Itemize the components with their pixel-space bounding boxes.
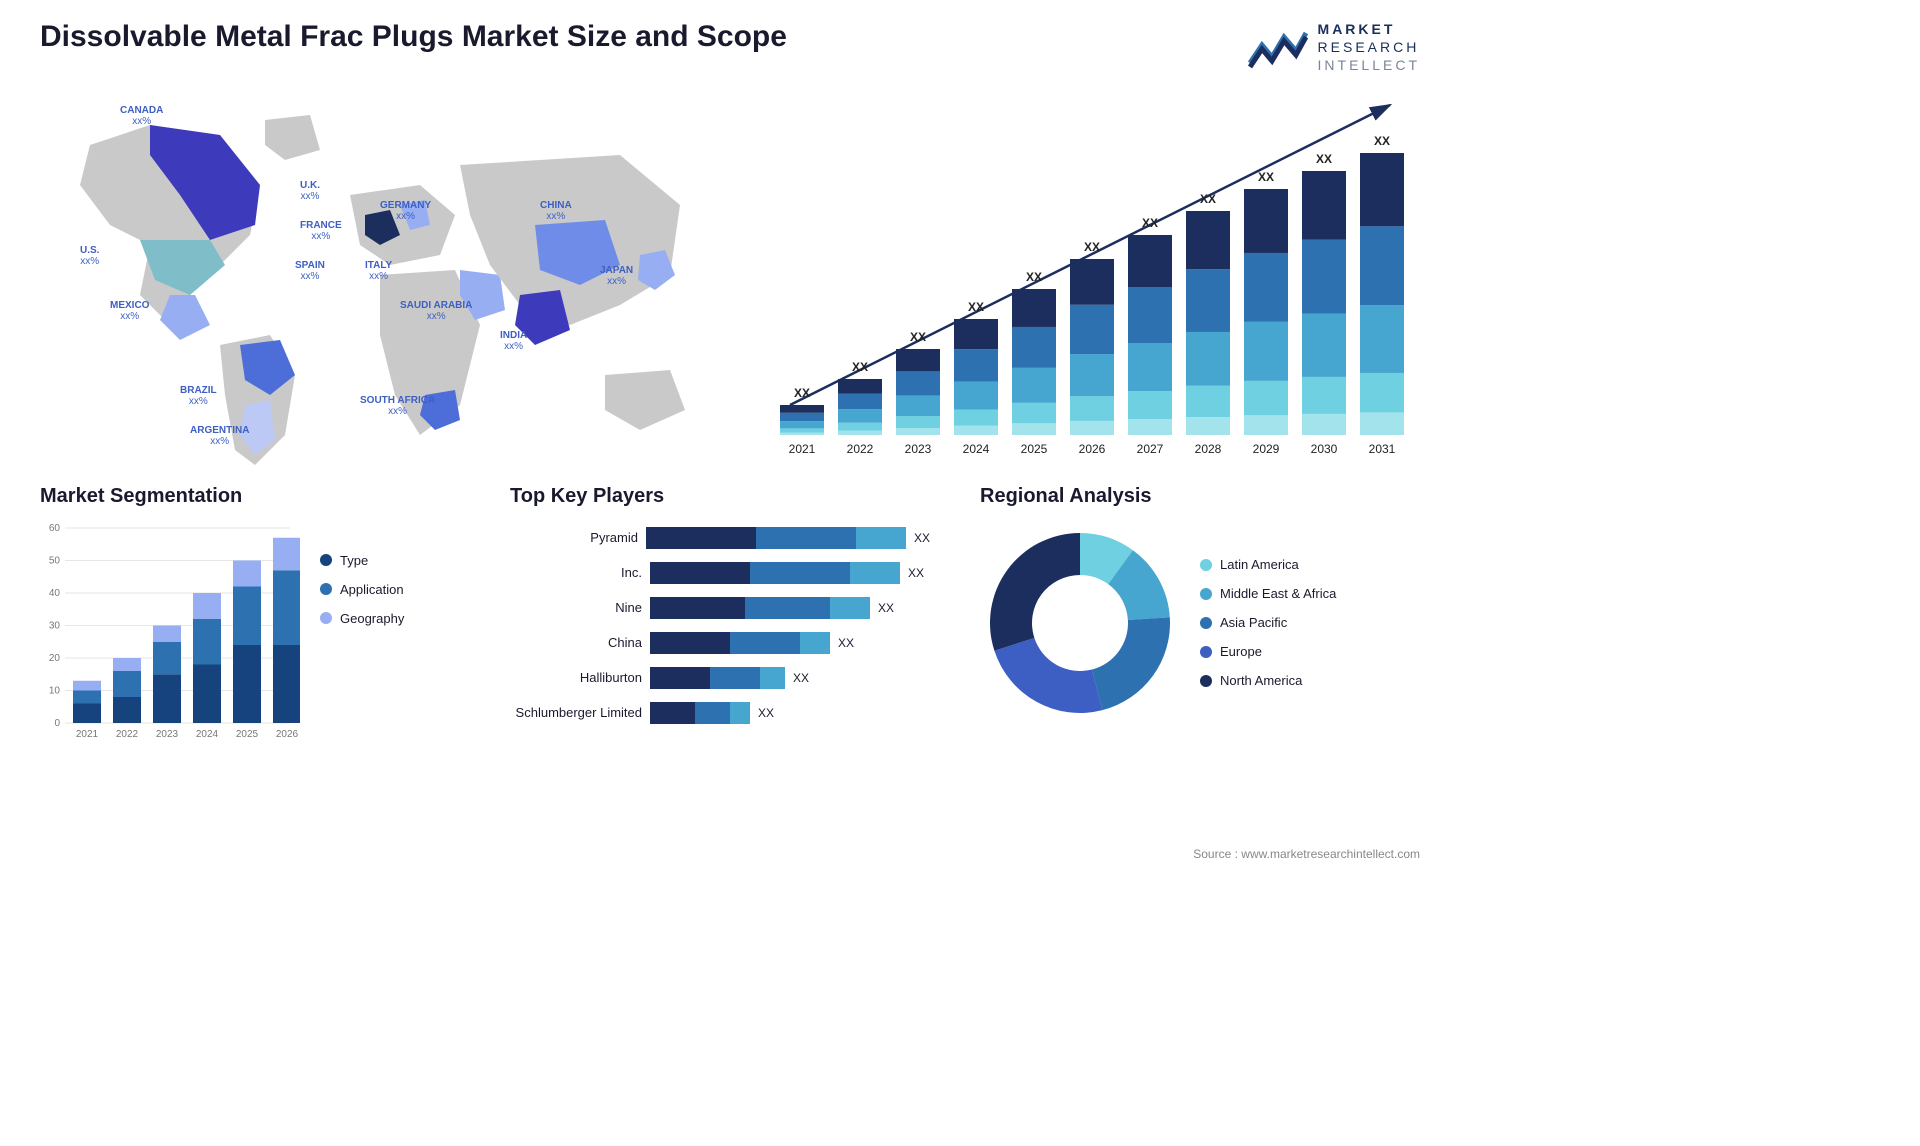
svg-text:2030: 2030 bbox=[1311, 442, 1338, 456]
regional-legend-item: Asia Pacific bbox=[1200, 615, 1336, 630]
regional-legend-item: North America bbox=[1200, 673, 1336, 688]
segmentation-legend-item: Geography bbox=[320, 611, 404, 626]
svg-text:2023: 2023 bbox=[905, 442, 932, 456]
player-row: Pyramid XX bbox=[510, 523, 930, 553]
map-label-saudiarabia: SAUDI ARABIAxx% bbox=[400, 300, 472, 322]
segmentation-title: Market Segmentation bbox=[40, 485, 480, 508]
player-name: Inc. bbox=[510, 565, 650, 580]
player-row: Halliburton XX bbox=[510, 663, 930, 693]
regional-legend-item: Latin America bbox=[1200, 557, 1336, 572]
logo-text-3: INTELLECT bbox=[1318, 56, 1420, 74]
page-title: Dissolvable Metal Frac Plugs Market Size… bbox=[40, 20, 787, 54]
player-value: XX bbox=[838, 636, 854, 650]
map-label-spain: SPAINxx% bbox=[295, 260, 325, 282]
forecast-svg: XX 2021 XX 2022 XX 2023 XX 2024 XX 2025 XX 2026 XX 20… bbox=[770, 95, 1420, 475]
svg-text:2021: 2021 bbox=[76, 729, 99, 740]
svg-text:2026: 2026 bbox=[276, 729, 299, 740]
map-label-france: FRANCExx% bbox=[300, 220, 342, 242]
map-label-germany: GERMANYxx% bbox=[380, 200, 431, 222]
svg-text:40: 40 bbox=[49, 588, 61, 599]
player-value: XX bbox=[914, 531, 930, 545]
player-row: China XX bbox=[510, 628, 930, 658]
player-value: XX bbox=[878, 601, 894, 615]
svg-text:2027: 2027 bbox=[1137, 442, 1164, 456]
player-row: Schlumberger Limited XX bbox=[510, 698, 930, 728]
svg-text:XX: XX bbox=[1316, 152, 1332, 166]
player-value: XX bbox=[908, 566, 924, 580]
svg-text:XX: XX bbox=[1142, 216, 1158, 230]
svg-text:2022: 2022 bbox=[116, 729, 139, 740]
regional-legend-item: Europe bbox=[1200, 644, 1336, 659]
brand-logo: MARKET RESEARCH INTELLECT bbox=[1248, 20, 1420, 75]
logo-text-1: MARKET bbox=[1318, 20, 1420, 38]
map-label-japan: JAPANxx% bbox=[600, 265, 633, 287]
player-name: China bbox=[510, 635, 650, 650]
player-row: Inc. XX bbox=[510, 558, 930, 588]
regional-legend: Latin America Middle East & Africa Asia Pa… bbox=[1200, 557, 1336, 688]
svg-text:2025: 2025 bbox=[236, 729, 259, 740]
svg-text:2024: 2024 bbox=[196, 729, 219, 740]
source-attribution: Source : www.marketresearchintellect.com bbox=[1193, 847, 1420, 861]
svg-text:XX: XX bbox=[852, 360, 868, 374]
map-label-southafrica: SOUTH AFRICAxx% bbox=[360, 395, 435, 417]
svg-text:XX: XX bbox=[968, 300, 984, 314]
map-label-italy: ITALYxx% bbox=[365, 260, 392, 282]
svg-text:0: 0 bbox=[54, 718, 60, 729]
map-label-uk: U.K.xx% bbox=[300, 180, 320, 202]
svg-text:2025: 2025 bbox=[1021, 442, 1048, 456]
svg-text:XX: XX bbox=[1084, 240, 1100, 254]
map-label-argentina: ARGENTINAxx% bbox=[190, 425, 249, 447]
svg-text:2021: 2021 bbox=[789, 442, 816, 456]
player-row: Nine XX bbox=[510, 593, 930, 623]
map-label-china: CHINAxx% bbox=[540, 200, 572, 222]
svg-text:2031: 2031 bbox=[1369, 442, 1396, 456]
svg-text:XX: XX bbox=[1258, 170, 1274, 184]
svg-text:2026: 2026 bbox=[1079, 442, 1106, 456]
world-map: CANADAxx% U.S.xx% MEXICOxx% BRAZILxx% ARGENT… bbox=[40, 95, 740, 475]
svg-text:10: 10 bbox=[49, 685, 61, 696]
player-value: XX bbox=[793, 671, 809, 685]
players-title: Top Key Players bbox=[510, 485, 950, 508]
svg-text:XX: XX bbox=[1374, 134, 1390, 148]
svg-text:50: 50 bbox=[49, 555, 61, 566]
svg-text:XX: XX bbox=[910, 330, 926, 344]
segmentation-panel: Market Segmentation 0 10 20 30 40 50 60 2021 202… bbox=[40, 485, 480, 743]
regional-donut bbox=[980, 523, 1180, 723]
segmentation-chart: 0 10 20 30 40 50 60 2021 2022 2023 2024 2025 2026 bbox=[40, 523, 300, 743]
logo-text-2: RESEARCH bbox=[1318, 38, 1420, 56]
map-label-canada: CANADAxx% bbox=[120, 105, 163, 127]
logo-icon bbox=[1248, 25, 1308, 69]
svg-text:20: 20 bbox=[49, 653, 61, 664]
svg-text:2024: 2024 bbox=[963, 442, 990, 456]
segmentation-legend-item: Type bbox=[320, 553, 404, 568]
map-label-us: U.S.xx% bbox=[80, 245, 99, 267]
svg-text:XX: XX bbox=[1200, 192, 1216, 206]
svg-text:30: 30 bbox=[49, 620, 61, 631]
svg-text:XX: XX bbox=[794, 386, 810, 400]
svg-text:2023: 2023 bbox=[156, 729, 179, 740]
segmentation-legend: Type Application Geography bbox=[320, 523, 404, 743]
player-name: Pyramid bbox=[510, 530, 646, 545]
player-name: Schlumberger Limited bbox=[510, 705, 650, 720]
player-name: Nine bbox=[510, 600, 650, 615]
regional-panel: Regional Analysis Latin America Middle Ea… bbox=[980, 485, 1420, 743]
svg-text:2028: 2028 bbox=[1195, 442, 1222, 456]
forecast-chart: XX 2021 XX 2022 XX 2023 XX 2024 XX 2025 XX 2026 XX 20… bbox=[770, 95, 1420, 475]
segmentation-legend-item: Application bbox=[320, 582, 404, 597]
map-label-brazil: BRAZILxx% bbox=[180, 385, 217, 407]
svg-text:XX: XX bbox=[1026, 270, 1042, 284]
regional-legend-item: Middle East & Africa bbox=[1200, 586, 1336, 601]
player-name: Halliburton bbox=[510, 670, 650, 685]
player-value: XX bbox=[758, 706, 774, 720]
map-label-mexico: MEXICOxx% bbox=[110, 300, 149, 322]
map-label-india: INDIAxx% bbox=[500, 330, 527, 352]
regional-title: Regional Analysis bbox=[980, 485, 1420, 508]
map-svg bbox=[40, 95, 740, 475]
svg-text:60: 60 bbox=[49, 523, 61, 534]
players-chart: Pyramid XX Inc. XX Nine XX China XX Halliburton X… bbox=[510, 523, 930, 733]
players-panel: Top Key Players PyramidXXInc.XXNineXXChi… bbox=[510, 485, 950, 743]
svg-text:2022: 2022 bbox=[847, 442, 874, 456]
svg-text:2029: 2029 bbox=[1253, 442, 1280, 456]
